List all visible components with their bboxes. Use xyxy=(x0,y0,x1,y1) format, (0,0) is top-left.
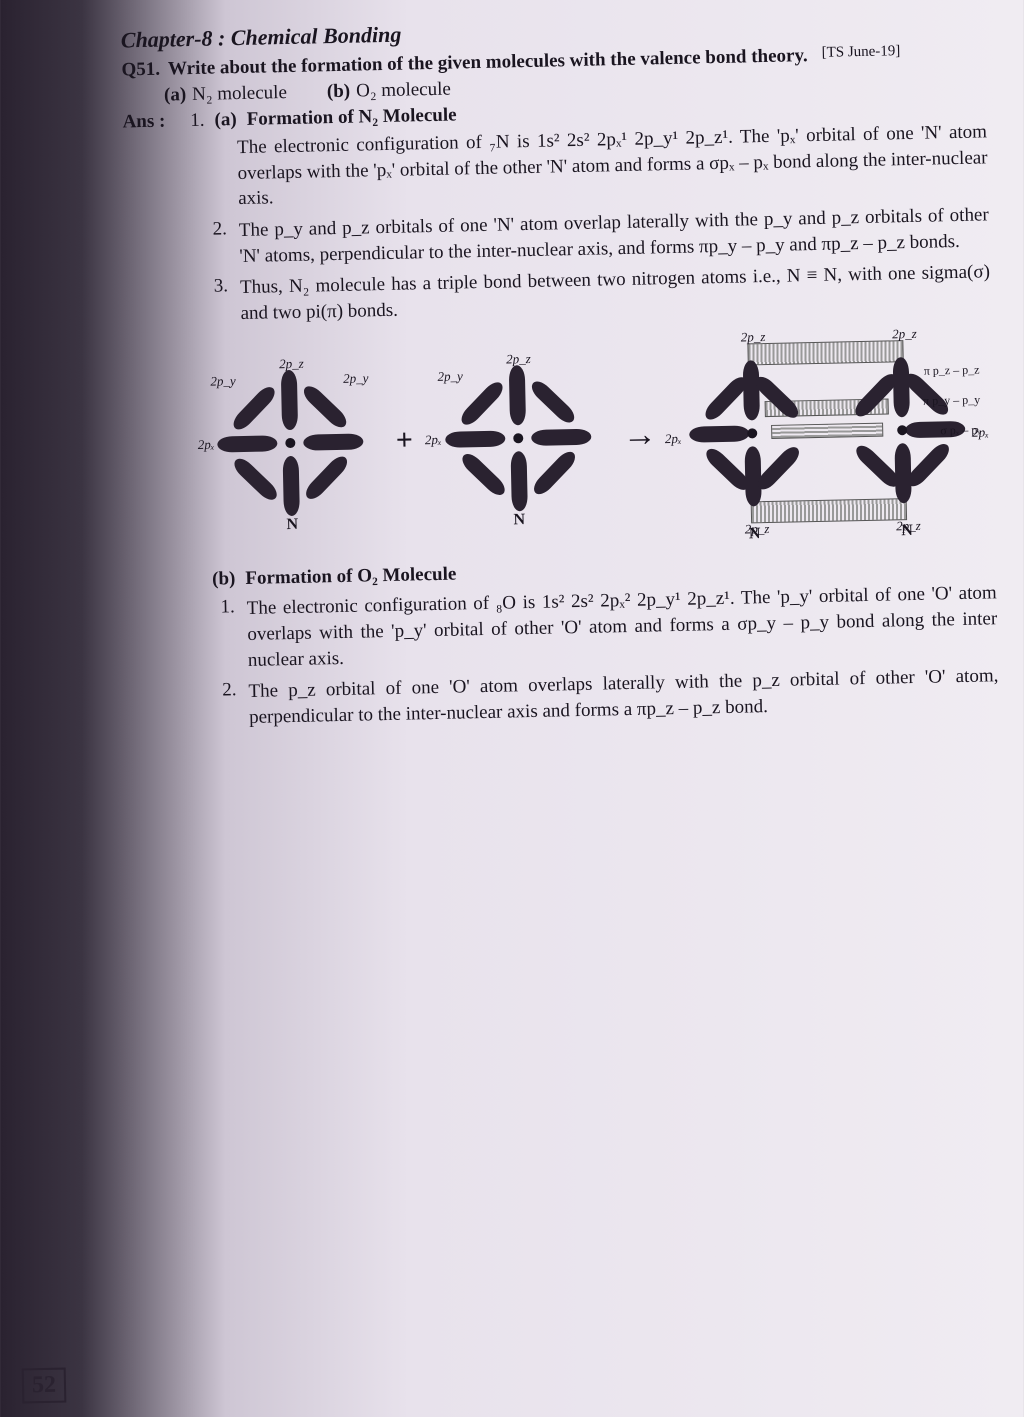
list-item: 2.The p_z orbital of one 'O' atom overla… xyxy=(214,664,999,732)
answer-a-list: The electronic configuration of ₇N is 1s… xyxy=(203,119,991,327)
plus-icon: + xyxy=(395,424,413,458)
ans-b-sublabel: (b) xyxy=(212,569,236,591)
arrow-icon: → xyxy=(622,417,657,456)
orbital-n-right: 2p_z 2pₓ 2p_y N xyxy=(431,352,605,526)
bond-label: π p_z – p_z xyxy=(924,363,980,379)
question-source: [TS June-19] xyxy=(821,43,900,67)
orbital-diagram: 2p_z 2pₓ 2p_y 2p_y N + 2p_z 2pₓ 2p_y N → xyxy=(187,329,995,546)
list-item: 1.The electronic configuration of ₈O is … xyxy=(213,581,998,674)
ans-a-title: Formation of N₂ Molecule xyxy=(246,104,456,130)
atom-label: N xyxy=(901,522,913,540)
orbital-label: 2pₓ xyxy=(665,431,682,447)
orbital-label: 2p_z xyxy=(741,330,766,347)
orbital-n2-molecule: 2p_z 2p_z 2p_z 2p_z 2pₓ 2pₓ π p_z – p_z … xyxy=(675,329,979,535)
orbital-label: 2p_y xyxy=(437,369,463,386)
atom-label: N xyxy=(749,526,761,544)
orbital-label: 2p_y xyxy=(210,374,236,391)
bond-label: σ pₓ – pₓ xyxy=(940,423,981,439)
orbital-label: 2pₓ xyxy=(198,437,215,453)
orbital-label: 2p_y xyxy=(343,371,369,388)
ans-a-sublabel: (a) xyxy=(214,109,237,131)
list-item: 2.The p_y and p_z orbitals of one 'N' at… xyxy=(205,202,990,270)
question-number: Q51. xyxy=(121,59,160,82)
orbital-n-left: 2p_z 2pₓ 2p_y 2p_y N xyxy=(204,357,378,531)
atom-label: N xyxy=(286,516,298,534)
list-item: 3.Thus, N₂ molecule has a triple bond be… xyxy=(206,260,991,328)
option-b: (b)O₂ molecule xyxy=(327,79,451,104)
ans-a-number: 1. xyxy=(180,110,204,132)
orbital-label: 2p_z xyxy=(892,326,917,343)
list-item: The electronic configuration of ₇N is 1s… xyxy=(203,119,988,212)
answer-label: Ans : xyxy=(122,110,170,133)
answer-b-list: 1.The electronic configuration of ₈O is … xyxy=(213,581,1000,732)
bond-label: π p_y – p_y xyxy=(923,393,980,409)
atom-label: N xyxy=(513,512,525,530)
option-a: (a)N₂ molecule xyxy=(164,82,287,107)
page-number: 52 xyxy=(22,1368,67,1404)
orbital-label: 2pₓ xyxy=(425,432,442,448)
ans-b-title: Formation of O₂ Molecule xyxy=(245,564,456,590)
orbital-label: 2p_z xyxy=(279,356,304,373)
orbital-label: 2p_z xyxy=(506,351,531,368)
